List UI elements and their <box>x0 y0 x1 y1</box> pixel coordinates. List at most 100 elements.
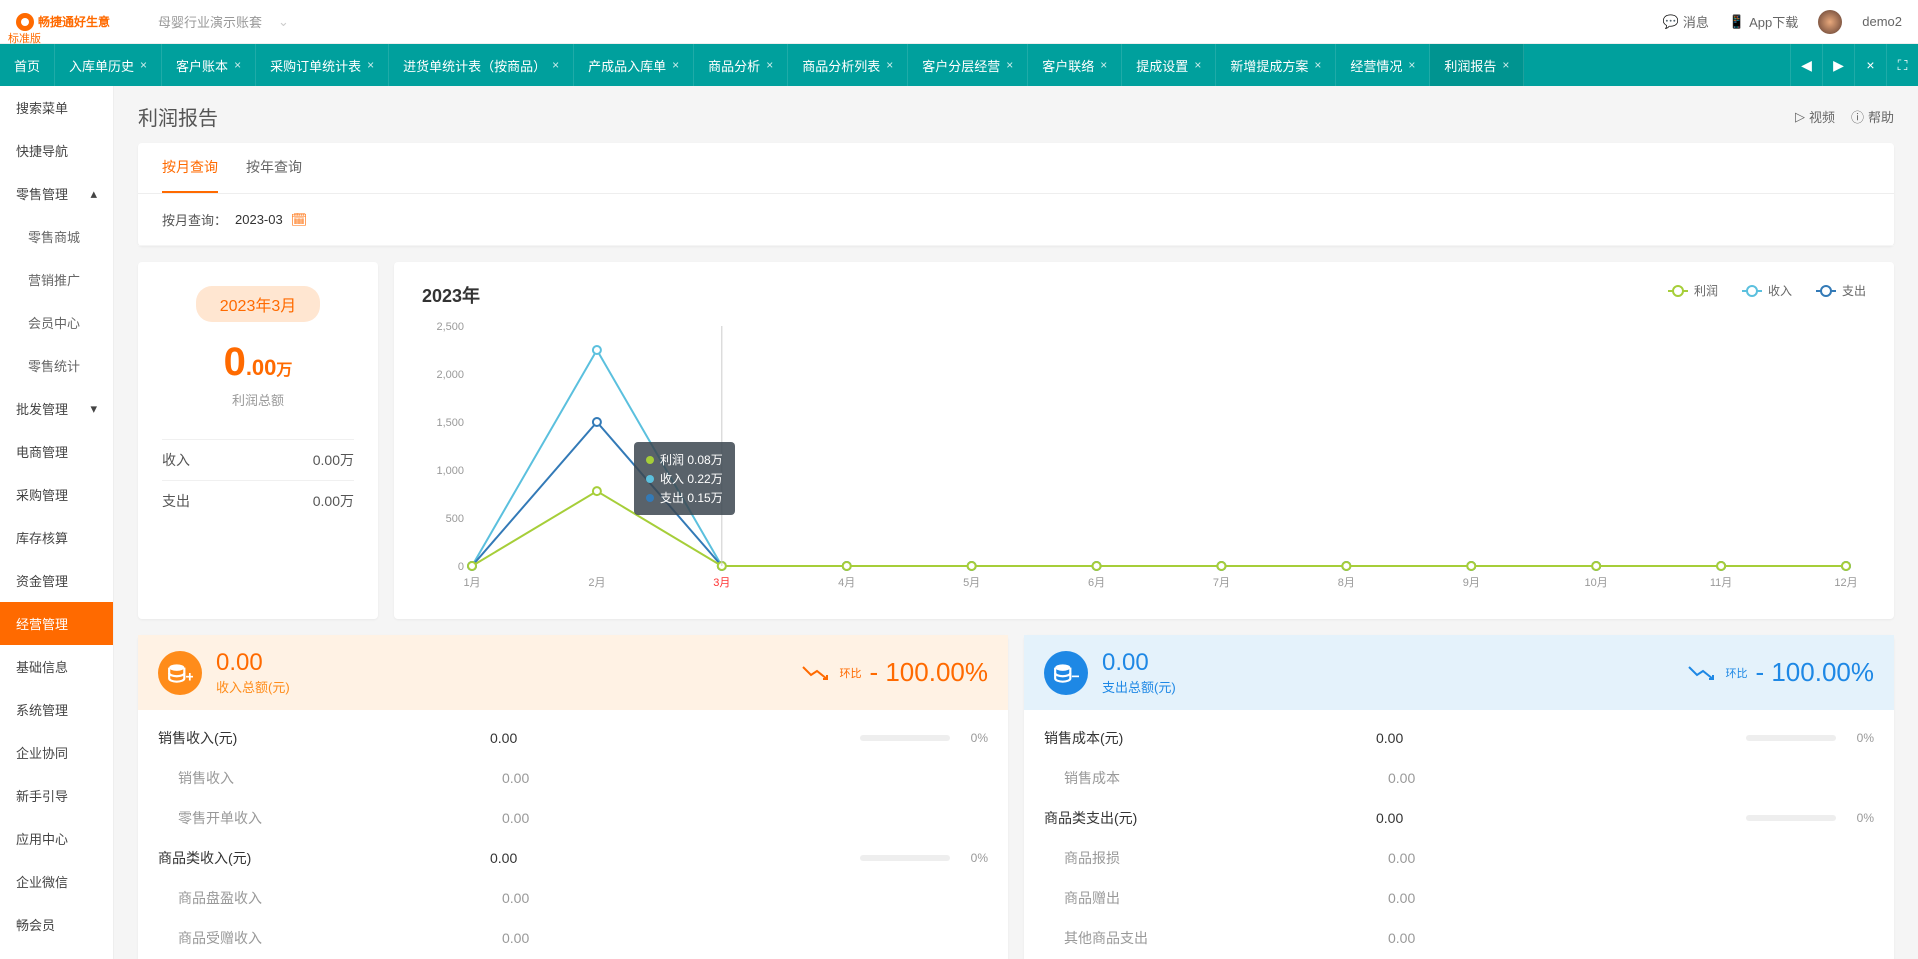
sidebar-item[interactable]: 应用中心 <box>0 817 113 860</box>
tab-close-all[interactable]: × <box>1854 44 1886 86</box>
video-link[interactable]: ▷视频 <box>1795 107 1835 126</box>
close-icon[interactable]: × <box>766 58 773 72</box>
sidebar-item[interactable]: 库存核算 <box>0 516 113 559</box>
close-icon[interactable]: × <box>552 58 559 72</box>
sidebar-item[interactable]: 系统管理 <box>0 688 113 731</box>
close-icon[interactable]: × <box>140 58 147 72</box>
svg-text:+: + <box>185 668 193 685</box>
tab[interactable]: 利润报告× <box>1430 44 1524 86</box>
close-icon[interactable]: × <box>1006 58 1013 72</box>
panel-row[interactable]: 销售成本(元)0.000% <box>1044 718 1874 758</box>
sidebar-item[interactable]: 采购管理 <box>0 473 113 516</box>
svg-text:1,000: 1,000 <box>436 465 464 477</box>
close-icon[interactable]: × <box>1502 58 1509 72</box>
logo[interactable]: 畅捷通好生意 <box>16 13 110 31</box>
tab[interactable]: 商品分析× <box>694 44 788 86</box>
tab[interactable]: 入库单历史× <box>55 44 162 86</box>
sidebar-item[interactable]: 搜索菜单 <box>0 86 113 129</box>
sidebar-item[interactable]: 快捷导航 <box>0 129 113 172</box>
close-icon[interactable]: × <box>1408 58 1415 72</box>
page-header: 利润报告 ▷视频 ⓘ帮助 <box>114 86 1918 143</box>
panel-row[interactable]: 商品报损0.00 <box>1044 838 1874 878</box>
date-value[interactable]: 2023-03 <box>235 212 283 227</box>
close-icon[interactable]: × <box>234 58 241 72</box>
income-icon: + <box>158 651 202 695</box>
topbar: 畅捷通好生意 标准版 母婴行业演示账套 ⌄ 💬 消息 📱 App下载 demo2 <box>0 0 1918 44</box>
sidebar-item[interactable]: 基础信息 <box>0 645 113 688</box>
sidebar-item[interactable]: 零售商城 <box>0 215 113 258</box>
tab[interactable]: 商品分析列表× <box>788 44 908 86</box>
message-link[interactable]: 💬 消息 <box>1663 12 1709 31</box>
tab[interactable]: 经营情况× <box>1336 44 1430 86</box>
close-icon[interactable]: × <box>1194 58 1201 72</box>
legend-income[interactable]: 收入 <box>1742 282 1792 299</box>
subtab-month[interactable]: 按月查询 <box>162 143 218 193</box>
edition-badge: 标准版 <box>8 30 41 46</box>
chart-title: 2023年 <box>422 282 1866 308</box>
close-icon[interactable]: × <box>367 58 374 72</box>
panel-row[interactable]: 其他商品支出0.00 <box>1044 918 1874 958</box>
close-icon[interactable]: × <box>1314 58 1321 72</box>
page-title: 利润报告 <box>138 102 218 131</box>
sidebar-item[interactable]: 零售统计 <box>0 344 113 387</box>
user-name[interactable]: demo2 <box>1862 14 1902 29</box>
chart-tooltip: 利润 0.08万 收入 0.22万 支出 0.15万 <box>634 442 735 515</box>
sidebar-item[interactable]: 新手引导 <box>0 774 113 817</box>
panel-row[interactable]: 商品赠出0.00 <box>1044 878 1874 918</box>
panel-row[interactable]: 销售成本0.00 <box>1044 758 1874 798</box>
panel-row[interactable]: 商品受赠收入0.00 <box>158 918 988 958</box>
trend-down-icon <box>801 663 831 683</box>
calendar-icon[interactable]: 🗓 <box>291 212 308 228</box>
close-icon[interactable]: × <box>672 58 679 72</box>
svg-text:8月: 8月 <box>1338 577 1355 589</box>
avatar[interactable] <box>1818 10 1842 34</box>
sidebar-item[interactable]: 零售管理▴ <box>0 172 113 215</box>
sidebar-item[interactable]: 电商管理 <box>0 430 113 473</box>
panel-row[interactable]: 销售收入(元)0.000% <box>158 718 988 758</box>
legend-profit[interactable]: 利润 <box>1668 282 1718 299</box>
tab[interactable]: 进货单统计表（按商品）× <box>389 44 574 86</box>
tab[interactable]: 新增提成方案× <box>1216 44 1336 86</box>
panel-row[interactable]: 商品盘盈收入0.00 <box>158 878 988 918</box>
tab-fullscreen[interactable]: ⛶ <box>1886 44 1918 86</box>
tab[interactable]: 采购订单统计表× <box>256 44 389 86</box>
trend-down-icon <box>1687 663 1717 683</box>
sidebar-item[interactable]: 营销推广 <box>0 258 113 301</box>
svg-text:12月: 12月 <box>1834 577 1857 589</box>
sidebar-item[interactable]: 企业协同 <box>0 731 113 774</box>
progress-bar <box>860 735 950 741</box>
svg-text:4月: 4月 <box>838 577 855 589</box>
tab[interactable]: 客户账本× <box>162 44 256 86</box>
tab[interactable]: 客户联络× <box>1028 44 1122 86</box>
close-icon[interactable]: × <box>886 58 893 72</box>
tab-prev[interactable]: ◀ <box>1790 44 1822 86</box>
sidebar-item[interactable]: 批发管理▾ <box>0 387 113 430</box>
panel-row[interactable]: 销售收入0.00 <box>158 758 988 798</box>
tab[interactable]: 首页 <box>0 44 55 86</box>
panel-row[interactable]: 商品类支出(元)0.000% <box>1044 798 1874 838</box>
tab[interactable]: 客户分层经营× <box>908 44 1028 86</box>
expense-row: 支出 0.00万 <box>162 480 354 521</box>
sidebar-item[interactable]: 会员中心 <box>0 301 113 344</box>
sidebar-item[interactable]: 资金管理 <box>0 559 113 602</box>
close-icon[interactable]: × <box>1100 58 1107 72</box>
account-selector[interactable]: 母婴行业演示账套 ⌄ <box>158 12 289 31</box>
tab[interactable]: 产成品入库单× <box>574 44 694 86</box>
sidebar-item[interactable]: 畅会员 <box>0 903 113 946</box>
expense-panel-body: 销售成本(元)0.000%销售成本0.00商品类支出(元)0.000%商品报损0… <box>1024 710 1894 959</box>
legend-expense[interactable]: 支出 <box>1816 282 1866 299</box>
profit-label: 利润总额 <box>162 390 354 409</box>
download-icon: 📱 <box>1729 14 1745 30</box>
panel-row[interactable]: 商品类收入(元)0.000% <box>158 838 988 878</box>
svg-text:0: 0 <box>458 561 464 573</box>
panel-row[interactable]: 零售开单收入0.00 <box>158 798 988 838</box>
svg-text:11月: 11月 <box>1710 577 1732 589</box>
help-link[interactable]: ⓘ帮助 <box>1851 107 1894 126</box>
tab-next[interactable]: ▶ <box>1822 44 1854 86</box>
subtab-year[interactable]: 按年查询 <box>246 143 302 193</box>
sidebar-item[interactable]: 经营管理 <box>0 602 113 645</box>
sidebar-item[interactable]: 企业微信 <box>0 860 113 903</box>
app-download-link[interactable]: 📱 App下载 <box>1729 12 1798 31</box>
tab[interactable]: 提成设置× <box>1122 44 1216 86</box>
tabstrip: 首页入库单历史×客户账本×采购订单统计表×进货单统计表（按商品）×产成品入库单×… <box>0 44 1918 86</box>
